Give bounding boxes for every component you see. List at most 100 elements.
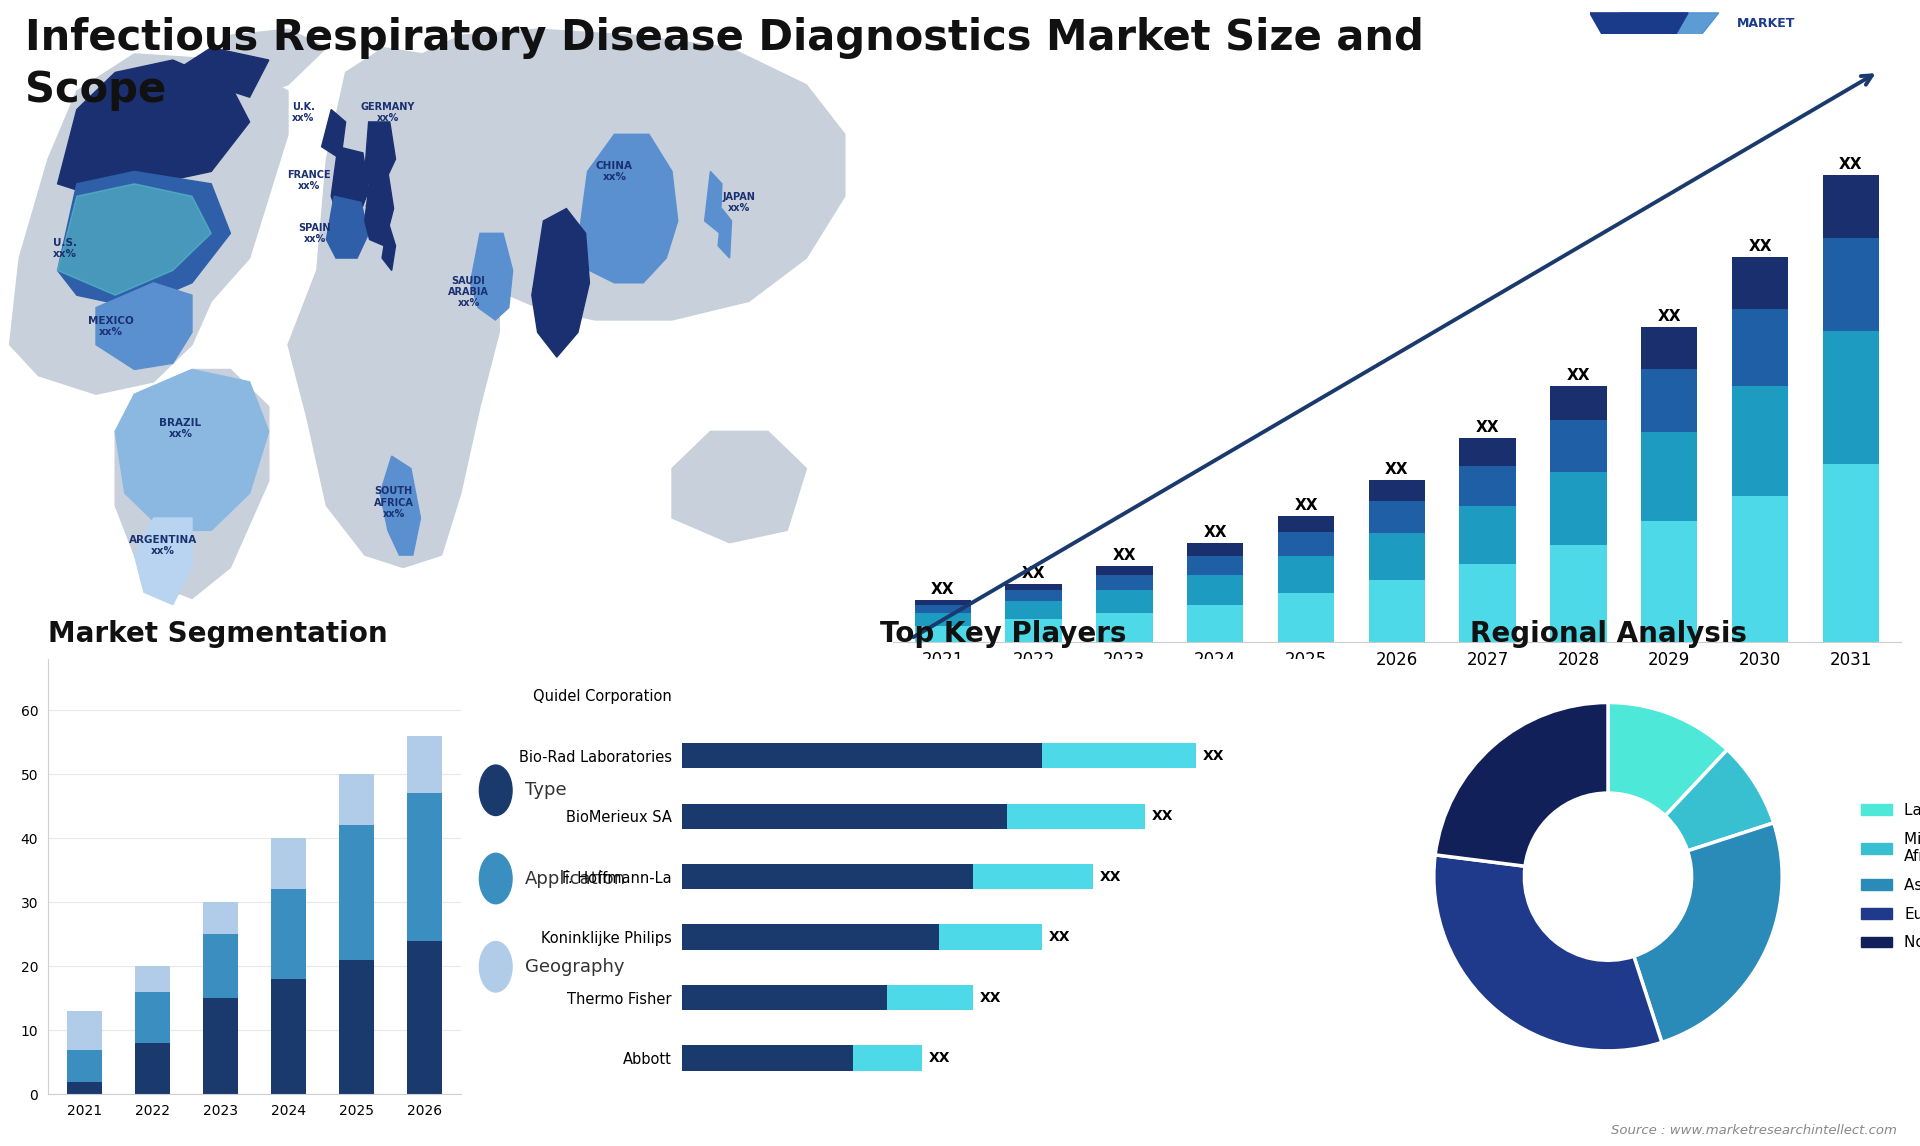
Text: CHINA
xx%: CHINA xx% <box>595 160 634 182</box>
Text: ITALY
xx%: ITALY xx% <box>363 191 390 213</box>
Text: XX: XX <box>1476 421 1500 435</box>
Polygon shape <box>365 172 394 245</box>
Polygon shape <box>1590 13 1688 99</box>
Polygon shape <box>470 234 513 320</box>
Bar <box>338 775 374 825</box>
Text: XX: XX <box>1294 497 1317 512</box>
Text: XX: XX <box>1839 157 1862 172</box>
Bar <box>1822 237 1880 331</box>
Bar <box>1459 564 1515 642</box>
Polygon shape <box>718 209 732 258</box>
Text: XX: XX <box>1384 462 1409 477</box>
Bar <box>1549 421 1607 472</box>
Bar <box>271 889 305 979</box>
Polygon shape <box>380 456 420 555</box>
Text: XX: XX <box>1657 308 1682 323</box>
Bar <box>973 864 1092 889</box>
Text: Type: Type <box>526 782 566 799</box>
Bar <box>1642 327 1697 369</box>
Bar <box>204 934 238 998</box>
Bar <box>1096 566 1152 575</box>
Bar <box>1822 174 1880 237</box>
Wedge shape <box>1434 855 1663 1051</box>
Circle shape <box>480 854 513 904</box>
Bar <box>1822 331 1880 464</box>
Text: JAPAN
xx%: JAPAN xx% <box>722 191 756 213</box>
Polygon shape <box>134 518 192 605</box>
Bar <box>1006 602 1062 619</box>
Bar <box>887 984 973 1011</box>
Bar <box>204 998 238 1094</box>
Bar <box>407 941 442 1094</box>
Bar <box>1369 501 1425 533</box>
Bar <box>682 925 939 950</box>
Bar <box>134 966 171 992</box>
Text: XX: XX <box>1749 240 1772 254</box>
Text: XX: XX <box>929 1051 950 1065</box>
Bar <box>682 803 1008 829</box>
Bar <box>271 838 305 889</box>
Polygon shape <box>1620 13 1718 74</box>
Text: XX: XX <box>1100 870 1121 884</box>
Text: Scope: Scope <box>25 69 167 111</box>
Text: RESEARCH: RESEARCH <box>1738 52 1812 64</box>
Text: INTELLECT: INTELLECT <box>1738 86 1811 99</box>
Bar <box>1459 465 1515 507</box>
Polygon shape <box>323 110 346 159</box>
Polygon shape <box>173 48 269 97</box>
Bar <box>1459 438 1515 465</box>
Text: FRANCE
xx%: FRANCE xx% <box>288 170 330 191</box>
Polygon shape <box>115 369 269 531</box>
Polygon shape <box>96 283 192 369</box>
Bar <box>1549 472 1607 544</box>
Bar <box>914 613 972 626</box>
Bar <box>1732 308 1788 386</box>
Polygon shape <box>422 29 845 320</box>
Bar <box>407 736 442 793</box>
Text: XX: XX <box>1567 368 1590 384</box>
Polygon shape <box>58 172 230 307</box>
Bar <box>1279 516 1334 532</box>
Polygon shape <box>211 29 326 97</box>
Text: XX: XX <box>1021 566 1044 581</box>
Text: SAUDI
ARABIA
xx%: SAUDI ARABIA xx% <box>447 276 490 308</box>
Bar <box>1642 520 1697 642</box>
Bar <box>1096 613 1152 642</box>
Polygon shape <box>330 147 369 221</box>
Bar <box>1279 556 1334 594</box>
Polygon shape <box>576 134 678 283</box>
Polygon shape <box>1620 38 1676 74</box>
Bar <box>67 1082 102 1094</box>
Polygon shape <box>115 369 269 598</box>
Bar <box>682 984 887 1011</box>
Text: XX: XX <box>1048 931 1069 944</box>
Text: SPAIN
xx%: SPAIN xx% <box>300 222 330 244</box>
Polygon shape <box>672 431 806 543</box>
Bar <box>134 1043 171 1094</box>
Text: GERMANY
xx%: GERMANY xx% <box>361 102 415 124</box>
Bar <box>852 1045 922 1070</box>
Bar <box>407 793 442 941</box>
Title: Regional Analysis: Regional Analysis <box>1469 620 1747 649</box>
Bar <box>1369 580 1425 642</box>
Polygon shape <box>705 172 722 234</box>
Bar <box>338 825 374 960</box>
Bar <box>1549 386 1607 421</box>
Bar <box>271 979 305 1094</box>
Bar <box>914 626 972 642</box>
Circle shape <box>480 942 513 992</box>
Polygon shape <box>58 60 250 196</box>
Text: MEXICO
xx%: MEXICO xx% <box>88 315 132 337</box>
Bar <box>1279 532 1334 556</box>
Bar <box>67 1050 102 1082</box>
Bar <box>1369 533 1425 580</box>
Polygon shape <box>58 183 211 296</box>
Text: U.S.
xx%: U.S. xx% <box>54 238 77 259</box>
Wedge shape <box>1665 749 1774 850</box>
Bar <box>914 599 972 605</box>
Text: Application: Application <box>526 870 626 887</box>
Bar <box>1096 590 1152 613</box>
Text: XX: XX <box>979 990 1002 1005</box>
Text: XX: XX <box>1112 548 1137 563</box>
Polygon shape <box>365 121 396 183</box>
